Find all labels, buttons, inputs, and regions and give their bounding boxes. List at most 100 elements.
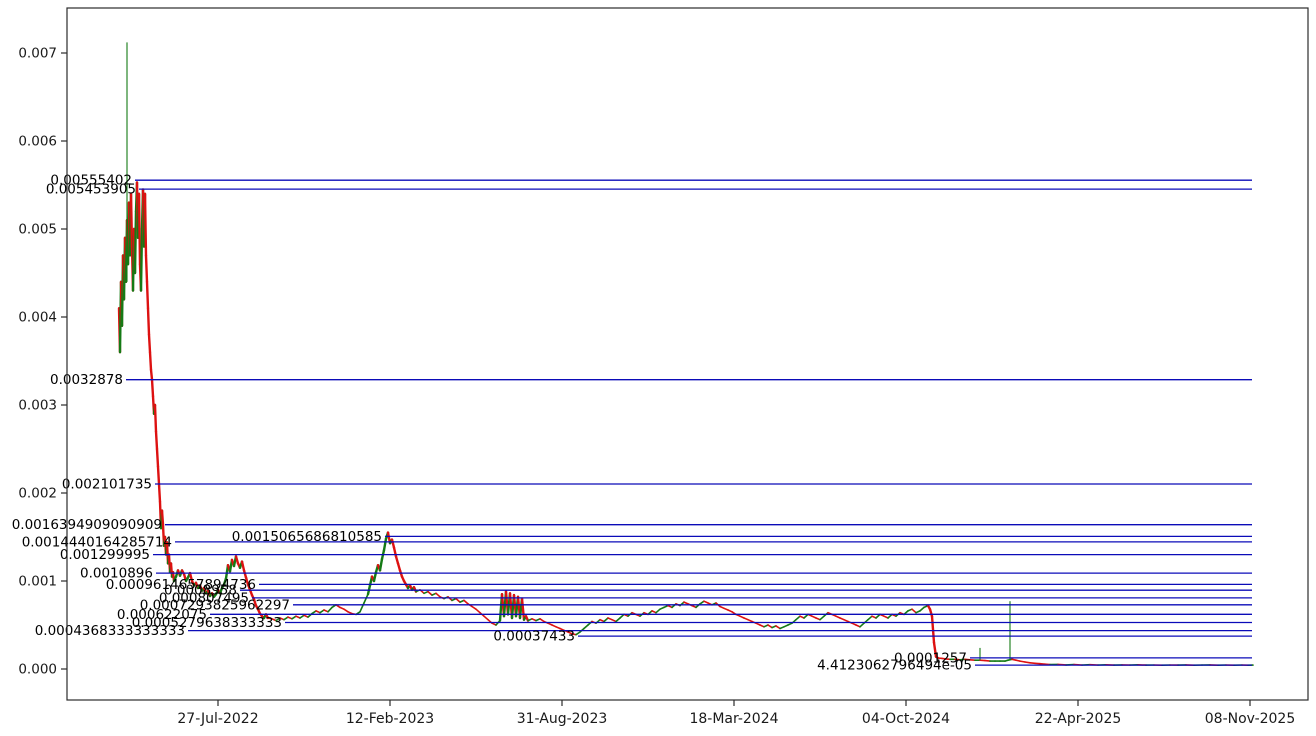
price-segment <box>144 254 149 283</box>
price-segment <box>299 614 305 619</box>
price-segment <box>928 608 934 618</box>
price-segment <box>932 641 938 658</box>
price-segment <box>575 631 581 636</box>
level-label: 0.0004368333333333 <box>35 623 185 639</box>
level-label: 0.0001257 <box>894 650 967 666</box>
level-label: 0.0009614657894736 <box>106 577 256 593</box>
price-segment <box>803 613 809 619</box>
price-segment <box>615 617 621 623</box>
price-segment <box>382 537 388 552</box>
price-segment <box>363 593 369 604</box>
level-label: 0.0016394909090909 <box>12 517 162 533</box>
price-segment <box>143 192 148 257</box>
level-label: 0.001299995 <box>60 547 150 563</box>
price-segment <box>795 615 801 621</box>
y-axis-ticks: 0.000 0.001 0.002 0.003 0.004 0.005 0.006 0.007 <box>18 46 67 678</box>
price-segment <box>435 592 441 598</box>
level-label: 0.0008958 <box>164 583 237 599</box>
price-segment <box>483 615 489 621</box>
price-segment <box>520 597 526 621</box>
price-segment <box>154 430 159 451</box>
y-tick-label: 0.004 <box>18 310 57 326</box>
price-segment <box>149 368 154 381</box>
level-label: 0.002101735 <box>62 477 152 493</box>
price-segment <box>819 615 825 621</box>
axes <box>66 7 1309 701</box>
price-segment <box>394 555 400 565</box>
level-label: 0.000807495 <box>159 590 249 606</box>
level-label: 4.4123062796494e-05 <box>817 658 972 674</box>
y-tick-label: 0.005 <box>18 222 57 238</box>
x-tick-label: 08-Nov-2025 <box>1205 711 1296 727</box>
price-segment <box>930 615 936 644</box>
price-segment <box>1024 661 1031 664</box>
price-segment <box>539 617 545 623</box>
price-segment <box>455 597 461 603</box>
x-tick-label: 12-Feb-2023 <box>346 711 434 727</box>
price-segment <box>619 613 625 619</box>
x-tick-label: 18-Mar-2024 <box>689 711 778 727</box>
price-segment <box>137 192 142 266</box>
price-segment <box>959 658 966 661</box>
price-segment <box>240 560 246 572</box>
price-segment <box>150 378 155 398</box>
price-segment <box>919 606 925 612</box>
price-segment <box>1029 661 1036 665</box>
price-segment <box>463 599 469 605</box>
level-label: 0.00555402 <box>50 173 132 189</box>
level-label: 0.0005279638333333 <box>132 615 282 631</box>
price-segment <box>145 280 150 310</box>
x-tick-label: 31-Aug-2023 <box>517 711 608 727</box>
price-segment <box>319 609 325 614</box>
price-segment <box>911 608 917 614</box>
x-tick-label: 22-Apr-2025 <box>1035 711 1122 727</box>
price-segment <box>147 333 152 354</box>
price-segment <box>875 613 881 619</box>
price-segment <box>954 658 961 661</box>
y-tick-label: 0.002 <box>18 486 57 502</box>
price-segment <box>139 227 144 292</box>
plot-frame <box>66 7 1309 701</box>
x-tick-label: 27-Jul-2022 <box>177 711 258 727</box>
price-segment <box>242 569 248 579</box>
price-segment <box>160 509 165 526</box>
price-segment <box>153 403 158 433</box>
price-segment <box>146 307 151 336</box>
level-label: 0.005453905 <box>46 182 136 198</box>
price-segment <box>583 624 589 630</box>
y-tick-label: 0.006 <box>18 134 57 150</box>
price-segment <box>396 562 402 572</box>
price-segment <box>655 608 661 614</box>
price-segment <box>603 617 609 623</box>
y-tick-label: 0.003 <box>18 398 57 414</box>
x-axis-ticks: 27-Jul-2022 12-Feb-2023 31-Aug-2023 18-Mar-… <box>177 700 1295 727</box>
price-segment <box>1019 660 1026 663</box>
price-segment <box>378 557 384 572</box>
level-label: 0.000622075 <box>117 607 207 623</box>
price-segment <box>859 622 865 628</box>
price-segment <box>133 210 138 275</box>
price-segment <box>188 571 194 583</box>
price-segment <box>475 608 481 614</box>
price-segment <box>867 615 873 621</box>
level-label: 0.0007293825962297 <box>140 597 290 613</box>
price-segment <box>234 555 240 565</box>
y-tick-label: 0.007 <box>18 46 57 62</box>
price-segment <box>887 613 893 619</box>
level-label: 0.00037433 <box>493 629 575 645</box>
price-segment <box>471 605 477 611</box>
price-segment <box>311 610 317 615</box>
price-segment <box>427 590 433 596</box>
y-tick-label: 0.001 <box>18 574 57 590</box>
price-segment <box>157 483 162 503</box>
support-resistance-lines <box>126 179 1252 666</box>
level-label: 0.0010896 <box>80 566 153 582</box>
price-segment <box>148 351 153 371</box>
price-segment <box>524 615 530 622</box>
price-segment <box>412 586 418 593</box>
y-tick-label: 0.000 <box>18 662 57 678</box>
